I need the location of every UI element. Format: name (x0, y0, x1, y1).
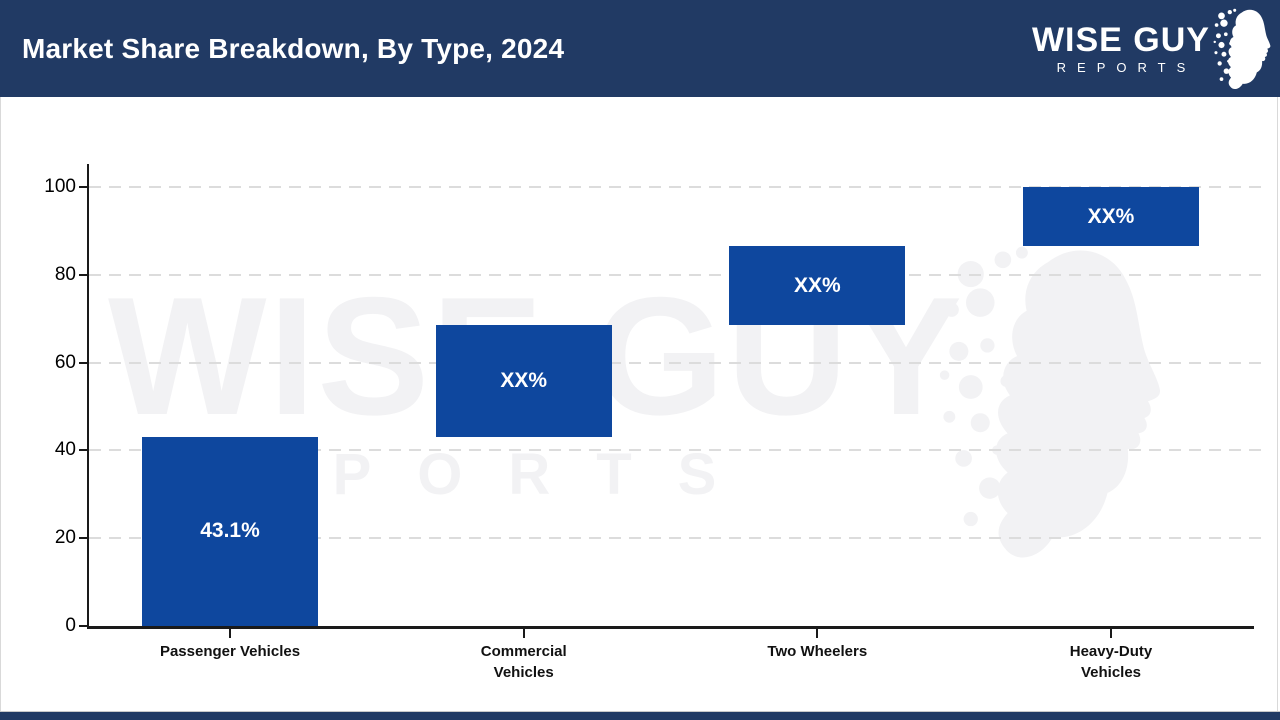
x-axis-category-label: Passenger Vehicles (159, 643, 301, 660)
bar-value-label: XX% (1087, 204, 1135, 228)
canvas-left-border (0, 97, 1, 711)
y-axis-tick-mark (79, 186, 87, 188)
y-axis-line (87, 164, 89, 628)
x-axis-category-label: Heavy-Duty Vehicles (1069, 643, 1153, 681)
bar-two-wheelers: XX% (729, 246, 906, 325)
x-axis-tick-mark (522, 629, 525, 638)
y-axis-tick-label: 40 (54, 439, 76, 461)
y-axis-tick-mark (79, 273, 87, 276)
y-axis-tick-label: 60 (54, 351, 76, 373)
x-axis-tick-mark (1110, 629, 1112, 638)
wiseguy-logo: WISE GUY REPORTS (1032, 0, 1274, 97)
y-axis-tick-label: 100 (44, 176, 76, 197)
gridline-40 (89, 449, 1266, 452)
x-axis-category-label: Commercial Vehicles (480, 643, 567, 681)
logo-subtext: REPORTS (1056, 60, 1197, 75)
gridline-60 (89, 361, 1266, 364)
y-axis-tick-mark (79, 537, 87, 540)
x-axis-tick-mark (816, 629, 819, 638)
logo-wordmark-block: WISE GUY REPORTS (1032, 23, 1210, 74)
y-axis-tick-label: 20 (54, 527, 76, 549)
logo-wordmark: WISE GUY (1031, 21, 1210, 59)
y-axis-tick-label: 0 (65, 615, 76, 636)
footer-bar (0, 711, 1280, 720)
y-axis-tick-mark (79, 361, 87, 364)
canvas-right-border (1277, 97, 1278, 711)
chart-title: Market Share Breakdown, By Type, 2024 (22, 32, 565, 64)
wiseguy-face-icon (1213, 8, 1271, 89)
bar-commercial-vehicles: XX% (435, 324, 612, 437)
y-axis-tick-mark (79, 449, 87, 452)
bar-passenger-vehicles: 43.1% (142, 436, 318, 626)
bar-value-label: 43.1% (200, 519, 260, 543)
x-axis-tick-mark (229, 629, 231, 638)
bar-heavy-duty-vehicles: XX% (1023, 187, 1199, 247)
gridline-80 (89, 273, 1266, 276)
header-bar: Market Share Breakdown, By Type, 2024 WI… (0, 0, 1280, 97)
bar-value-label: XX% (793, 273, 841, 297)
x-axis-line (87, 626, 1254, 629)
gridline-20 (89, 537, 1266, 540)
x-axis-category-label: Two Wheelers (767, 643, 868, 660)
bar-value-label: XX% (500, 368, 548, 392)
gridline-100 (89, 186, 1266, 188)
y-axis-tick-mark (79, 625, 87, 627)
y-axis-tick-label: 80 (54, 263, 76, 285)
